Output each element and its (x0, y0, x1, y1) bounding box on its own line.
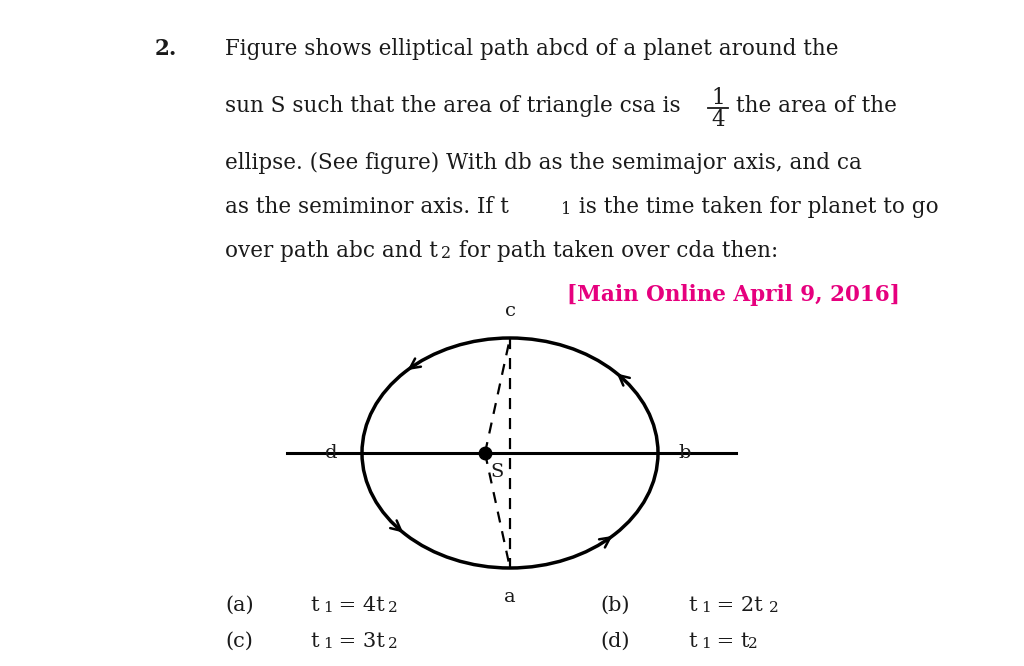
Text: 2: 2 (388, 601, 397, 615)
Text: b: b (678, 444, 690, 462)
Text: 4: 4 (712, 109, 725, 131)
Text: (b): (b) (600, 596, 630, 615)
Text: (a): (a) (225, 596, 254, 615)
Text: for path taken over cda then:: for path taken over cda then: (452, 240, 778, 262)
Text: 1: 1 (701, 601, 711, 615)
Text: as the semiminor axis. If t: as the semiminor axis. If t (225, 196, 509, 218)
Text: d: d (325, 444, 337, 462)
Text: sun S such that the area of triangle csa is: sun S such that the area of triangle csa… (225, 95, 681, 117)
Text: 2: 2 (748, 637, 758, 651)
Text: 1: 1 (561, 201, 571, 218)
Text: Figure shows elliptical path abcd of a planet around the: Figure shows elliptical path abcd of a p… (225, 38, 839, 60)
Text: ellipse. (See figure) With db as the semimajor axis, and ca: ellipse. (See figure) With db as the sem… (225, 152, 862, 174)
Text: 2: 2 (388, 637, 397, 651)
Text: = 4t: = 4t (332, 596, 385, 615)
Text: S: S (490, 463, 503, 481)
Text: = 2t: = 2t (710, 596, 763, 615)
Text: 1: 1 (323, 637, 333, 651)
Text: 2: 2 (441, 245, 452, 262)
Text: is the time taken for planet to go: is the time taken for planet to go (572, 196, 939, 218)
Text: the area of the: the area of the (736, 95, 897, 117)
Text: t: t (310, 596, 318, 615)
Text: 2: 2 (769, 601, 778, 615)
Text: = 3t: = 3t (332, 632, 385, 651)
Text: 1: 1 (323, 601, 333, 615)
Text: (d): (d) (600, 632, 630, 651)
Text: c: c (505, 302, 515, 320)
Text: t: t (688, 596, 696, 615)
Text: t: t (310, 632, 318, 651)
Text: (c): (c) (225, 632, 253, 651)
Text: over path abc and t: over path abc and t (225, 240, 438, 262)
Text: 1: 1 (712, 87, 725, 109)
Text: 1: 1 (701, 637, 711, 651)
Text: t: t (688, 632, 696, 651)
Text: 2.: 2. (155, 38, 177, 60)
Text: [Main Online April 9, 2016]: [Main Online April 9, 2016] (567, 284, 900, 306)
Text: a: a (504, 588, 516, 606)
Text: = t: = t (710, 632, 750, 651)
